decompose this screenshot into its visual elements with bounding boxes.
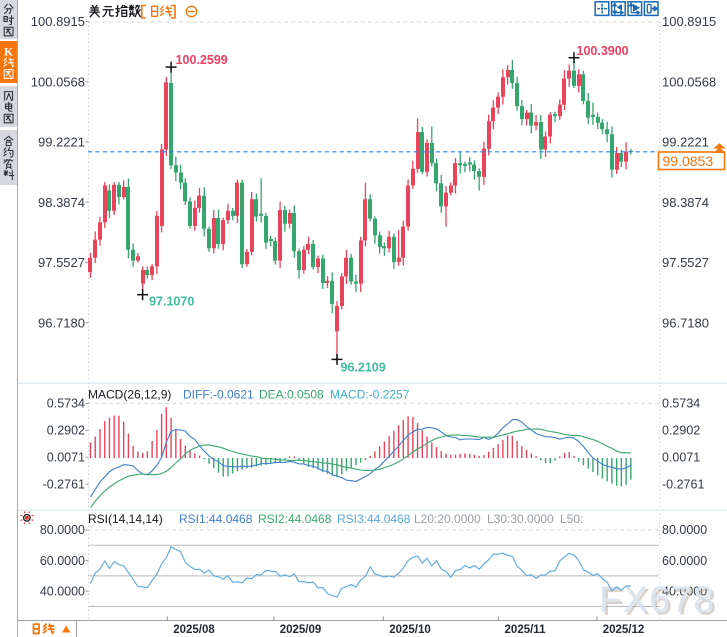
svg-text:RSI2:44.0468: RSI2:44.0468 xyxy=(258,512,332,526)
svg-text:100.8915: 100.8915 xyxy=(662,14,716,29)
svg-text:RSI(14,14,14): RSI(14,14,14) xyxy=(88,512,163,526)
svg-text:2025/12: 2025/12 xyxy=(603,624,645,636)
svg-text:2025/09: 2025/09 xyxy=(280,624,322,636)
svg-text:MACD(26,12,9): MACD(26,12,9) xyxy=(88,388,171,402)
svg-text:100.0568: 100.0568 xyxy=(31,74,85,89)
svg-text:99.2221: 99.2221 xyxy=(38,135,85,150)
svg-text:2025/11: 2025/11 xyxy=(505,624,547,636)
svg-text:96.2109: 96.2109 xyxy=(341,360,386,374)
svg-text:99.0853: 99.0853 xyxy=(663,153,714,169)
svg-text:100.8915: 100.8915 xyxy=(31,14,85,29)
svg-text:100.3900: 100.3900 xyxy=(577,44,629,58)
svg-text:40.0000: 40.0000 xyxy=(40,584,85,598)
svg-text:98.3874: 98.3874 xyxy=(662,195,709,210)
svg-text:96.7180: 96.7180 xyxy=(662,315,709,330)
svg-text:0.5734: 0.5734 xyxy=(662,397,700,411)
svg-text:2025/08: 2025/08 xyxy=(173,624,215,636)
svg-text:80.0000: 80.0000 xyxy=(662,523,707,537)
svg-text:0.0071: 0.0071 xyxy=(662,451,700,465)
svg-text:98.3874: 98.3874 xyxy=(38,195,85,210)
svg-text:60.0000: 60.0000 xyxy=(40,554,85,568)
svg-text:2025/10: 2025/10 xyxy=(389,624,431,636)
svg-text:97.5527: 97.5527 xyxy=(38,255,85,270)
svg-text:0.5734: 0.5734 xyxy=(47,397,85,411)
svg-text:DIFF:-0.0621: DIFF:-0.0621 xyxy=(183,388,254,402)
svg-text:0.2902: 0.2902 xyxy=(662,424,700,438)
svg-text:FX678: FX678 xyxy=(599,579,716,620)
svg-text:96.7180: 96.7180 xyxy=(38,315,85,330)
svg-text:80.0000: 80.0000 xyxy=(40,523,85,537)
svg-text:40.0000: 40.0000 xyxy=(662,584,707,598)
svg-text:100.2599: 100.2599 xyxy=(176,53,228,67)
svg-text:K: K xyxy=(4,47,13,59)
svg-text:L50:: L50: xyxy=(560,512,583,526)
svg-text:-0.2761: -0.2761 xyxy=(43,478,85,492)
svg-text:L30:30.0000: L30:30.0000 xyxy=(487,512,554,526)
svg-text:-0.2761: -0.2761 xyxy=(662,478,704,492)
svg-text:97.1070: 97.1070 xyxy=(149,295,194,309)
svg-text:MACD:-0.2257: MACD:-0.2257 xyxy=(330,388,410,402)
svg-text:0.0071: 0.0071 xyxy=(47,451,85,465)
svg-text:L20:20.0000: L20:20.0000 xyxy=(414,512,481,526)
svg-text:RSI1:44.0468: RSI1:44.0468 xyxy=(179,512,253,526)
svg-text:99.2221: 99.2221 xyxy=(662,135,709,150)
svg-text:97.5527: 97.5527 xyxy=(662,255,709,270)
svg-text:0.2902: 0.2902 xyxy=(47,424,85,438)
svg-text:100.0568: 100.0568 xyxy=(662,74,716,89)
svg-text:DEA:0.0508: DEA:0.0508 xyxy=(259,388,324,402)
svg-text:RSI3:44.0468: RSI3:44.0468 xyxy=(337,512,411,526)
svg-text:FX678: FX678 xyxy=(602,582,719,623)
svg-text:60.0000: 60.0000 xyxy=(662,554,707,568)
